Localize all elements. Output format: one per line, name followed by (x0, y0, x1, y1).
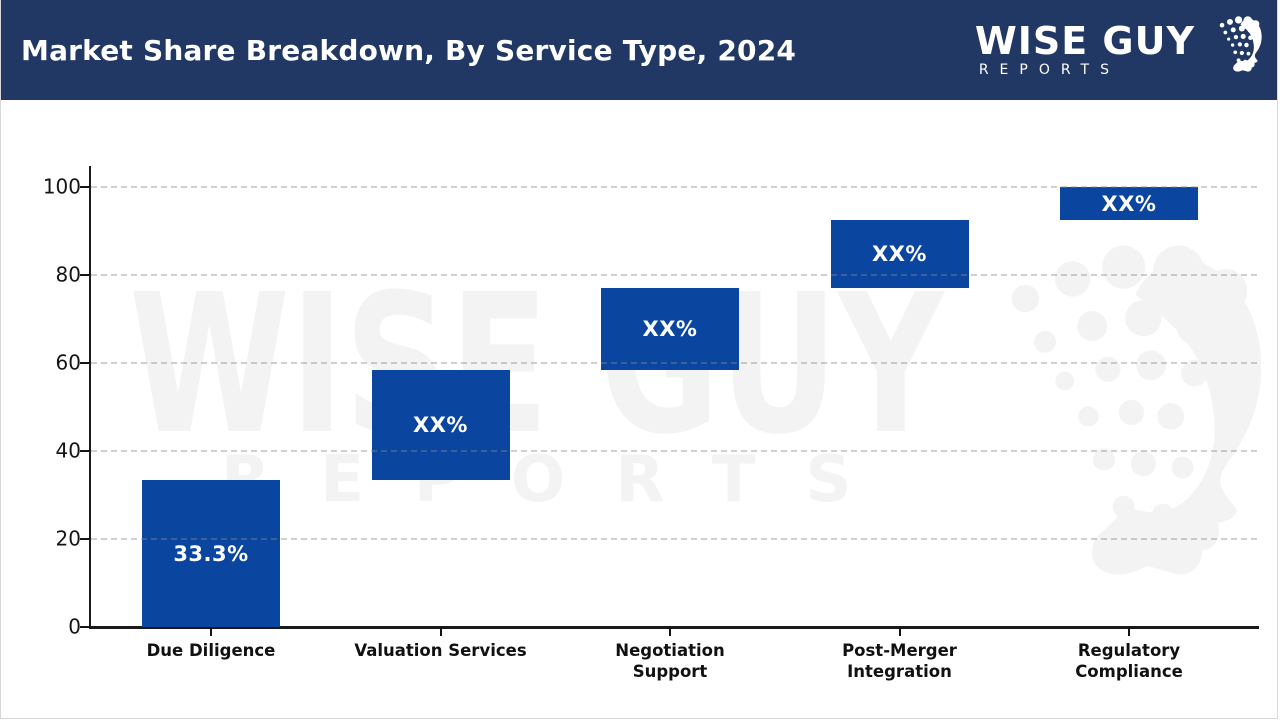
y-tick-mark (80, 362, 89, 364)
bar-regulatory-compliance: XX% (1060, 187, 1198, 221)
x-category-label: Valuation Services (354, 641, 527, 660)
x-category-label: Due Diligence (146, 641, 276, 660)
x-tick-mark (898, 627, 901, 636)
logo-wordmark-text: WISE GUY (974, 18, 1195, 63)
waterfall-chart: 0 20 40 60 80 100 33.3% Due Diligence XX% Valuati… (1, 100, 1277, 718)
y-tick-mark (80, 274, 89, 276)
bar-post-merger-integration: XX% (830, 220, 969, 289)
y-tick-label: 60 (55, 350, 81, 375)
x-axis-line (89, 626, 1259, 629)
bar-value-label: XX% (642, 316, 698, 341)
watermark-wordmark: WISE GUY (129, 254, 944, 477)
y-tick-mark (80, 450, 89, 452)
gridline (91, 450, 1257, 452)
y-tick-mark (80, 538, 89, 540)
x-category-label: Regulatory Compliance (1075, 641, 1183, 681)
logo-face-icon (1219, 16, 1262, 72)
gridline (91, 274, 1257, 276)
chart-area: WISE GUY REPORTS 0 20 40 60 80 100 33.3% Due Di… (1, 100, 1277, 718)
bar-value-label: XX% (872, 242, 927, 267)
brand-logo: WISE GUY REPORTS (975, 8, 1263, 90)
bar-value-label: XX% (1101, 191, 1157, 216)
y-tick-mark (80, 626, 89, 628)
y-tick-label: 100 (42, 174, 81, 199)
bar-negotiation-support: XX% (601, 288, 739, 370)
x-category-label: Negotiation Support (615, 641, 725, 681)
x-tick-mark (210, 627, 212, 636)
y-tick-label: 40 (55, 438, 81, 463)
bar-due-diligence: 33.3% (142, 480, 280, 627)
bar-value-label: XX% (413, 413, 468, 438)
gridline (91, 186, 1257, 188)
y-tick-mark (80, 186, 89, 188)
y-tick-label: 20 (55, 526, 81, 551)
logo-wordmark: WISE GUY REPORTS (975, 22, 1195, 77)
header-banner: Market Share Breakdown, By Service Type,… (1, 0, 1277, 100)
x-tick-mark (439, 627, 442, 636)
page-title: Market Share Breakdown, By Service Type,… (21, 33, 797, 67)
bar-valuation-services: XX% (371, 369, 510, 481)
gridline (91, 538, 1257, 540)
x-category-label: Post-Merger Integration (842, 641, 957, 681)
y-tick-label: 80 (55, 262, 81, 287)
x-tick-mark (669, 627, 671, 636)
logo-subtitle-text: REPORTS (978, 61, 1120, 78)
y-axis-line (89, 166, 91, 629)
x-tick-mark (1128, 627, 1130, 636)
y-tick-label: 0 (68, 614, 81, 639)
watermark-subtitle: REPORTS (221, 443, 902, 517)
gridline (91, 362, 1257, 364)
watermark-face-icon (1011, 245, 1262, 575)
bar-value-label: 33.3% (173, 541, 249, 566)
